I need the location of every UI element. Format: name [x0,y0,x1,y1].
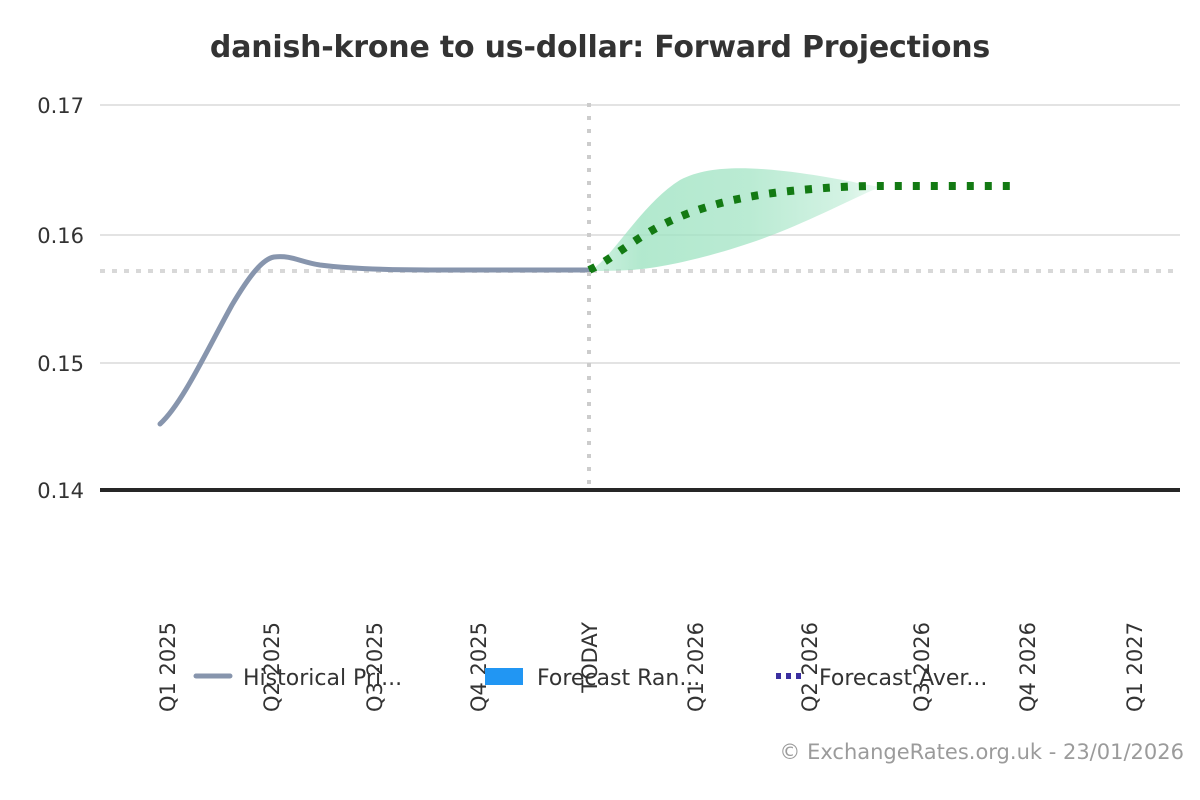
x-tick-label: Q3 2026 [910,622,934,712]
x-tick-label: Q3 2025 [363,622,387,712]
historical-price-line [157,254,592,427]
legend-label: Historical Pri... [243,666,402,691]
legend-item-historical-price[interactable]: Historical Pri... [193,666,402,691]
forecast-range-band [589,168,880,271]
page-title: danish-krone to us-dollar: Forward Proje… [209,30,991,65]
y-tick-label: 0.14 [37,479,84,503]
legend-label: Forecast Aver... [819,666,987,691]
x-tick-label: TODAY [578,622,602,694]
x-tick-label: Q4 2026 [1016,622,1040,712]
chart-legend: Historical Pri... Forecast Ran... Foreca… [193,666,987,691]
y-tick-label: 0.16 [37,224,84,248]
y-tick-label: 0.15 [37,352,84,376]
x-axis-tick-labels: Q1 2025 Q2 2025 Q3 2025 Q4 2025 TODAY Q1… [156,622,1147,712]
legend-marker-swatch [485,668,523,685]
legend-label: Forecast Ran... [537,666,700,691]
x-tick-label: Q4 2025 [467,622,491,712]
x-tick-label: Q2 2026 [798,622,822,712]
y-axis-tick-labels: 0.17 0.16 0.15 0.14 [37,94,84,503]
legend-item-forecast-average[interactable]: Forecast Aver... [776,666,987,691]
x-tick-label: Q1 2026 [684,622,708,712]
forecast-average-line [587,182,1018,274]
x-tick-label: Q1 2025 [156,622,180,712]
copyright-credit: © ExchangeRates.org.uk - 23/01/2026 [779,740,1184,764]
y-tick-label: 0.17 [37,94,84,118]
x-tick-label: Q2 2025 [260,622,284,712]
legend-item-forecast-range[interactable]: Forecast Ran... [485,666,700,691]
x-tick-label: Q1 2027 [1123,622,1147,712]
